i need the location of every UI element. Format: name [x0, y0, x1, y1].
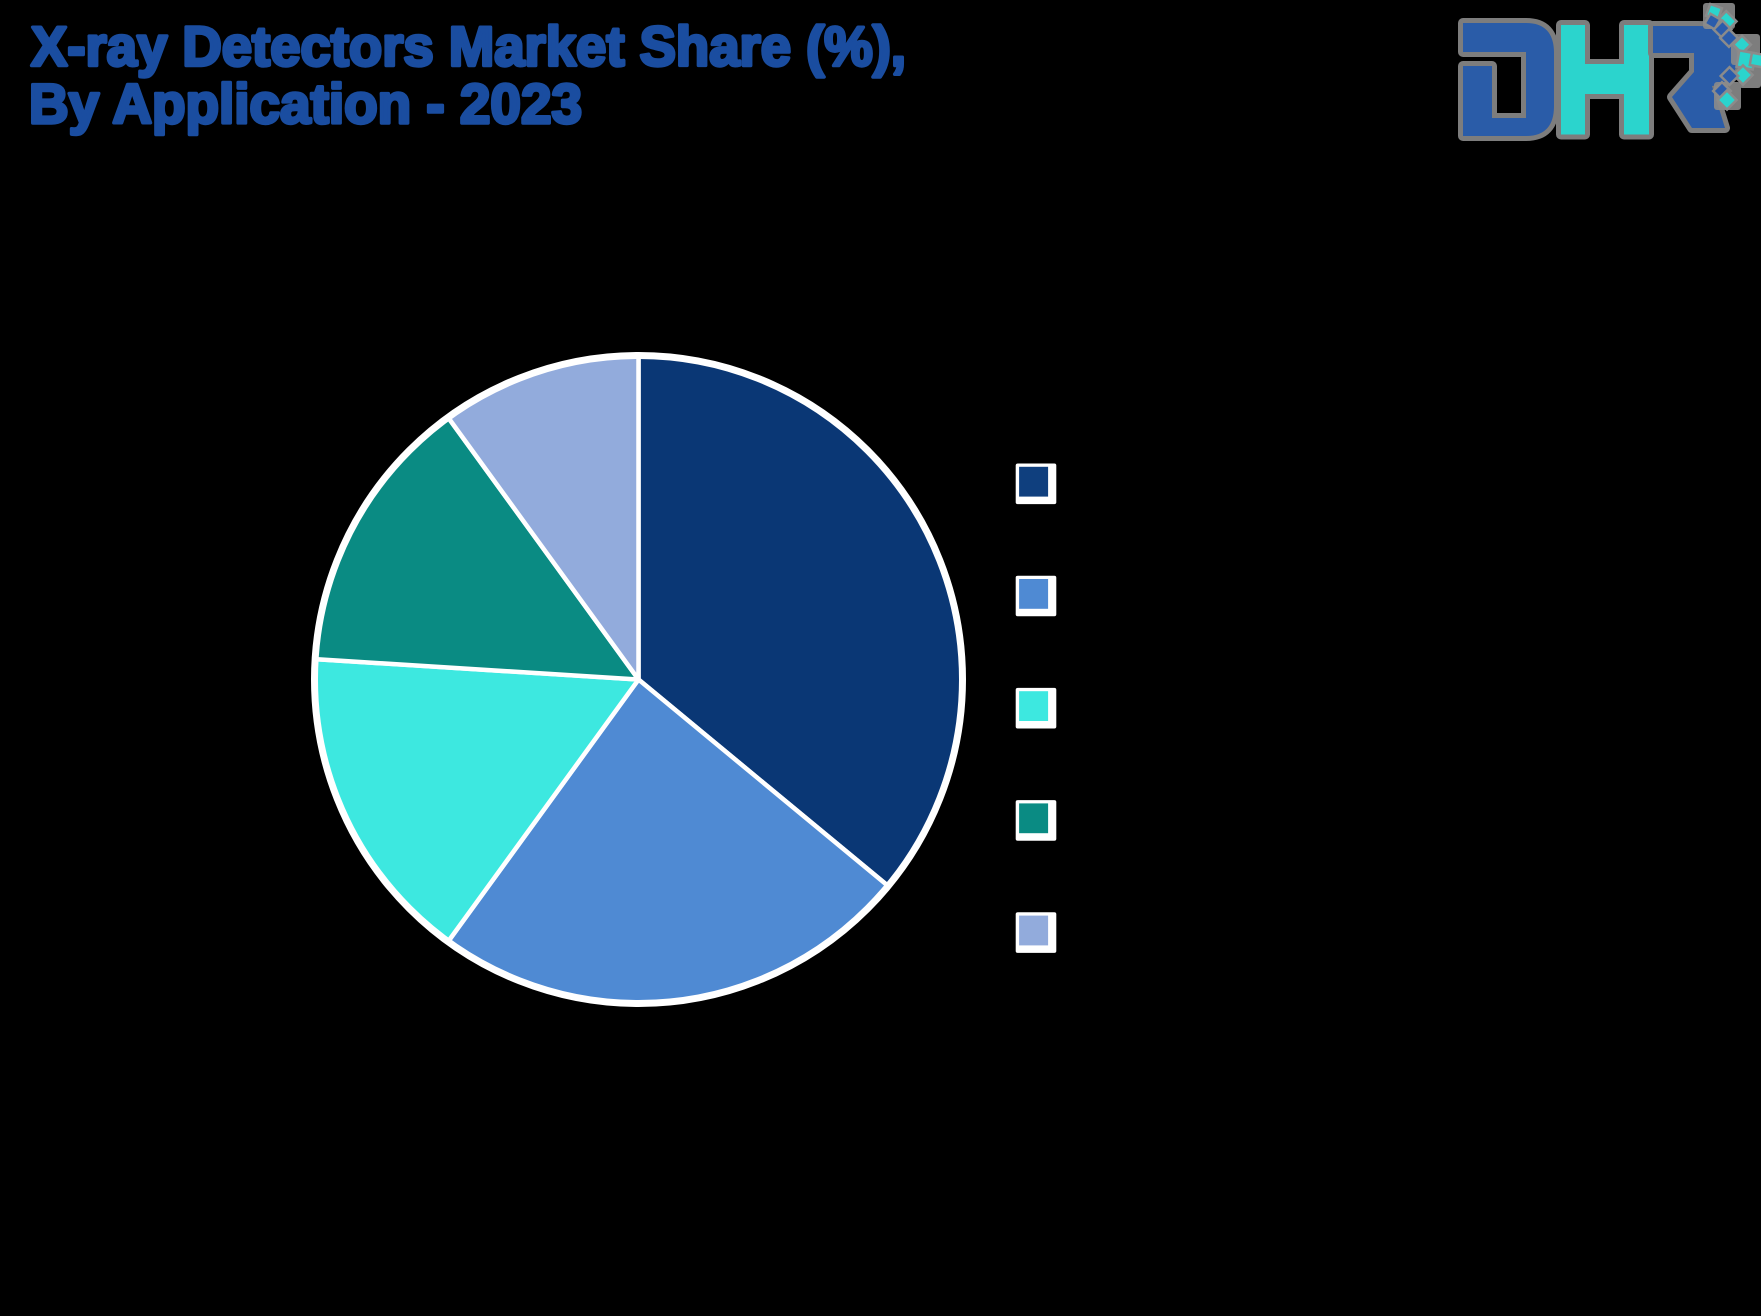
svg-text:By Application - 2023: By Application - 2023	[29, 72, 582, 135]
svg-text:X-ray Detectors Market Share (: X-ray Detectors Market Share (%),	[31, 15, 906, 78]
